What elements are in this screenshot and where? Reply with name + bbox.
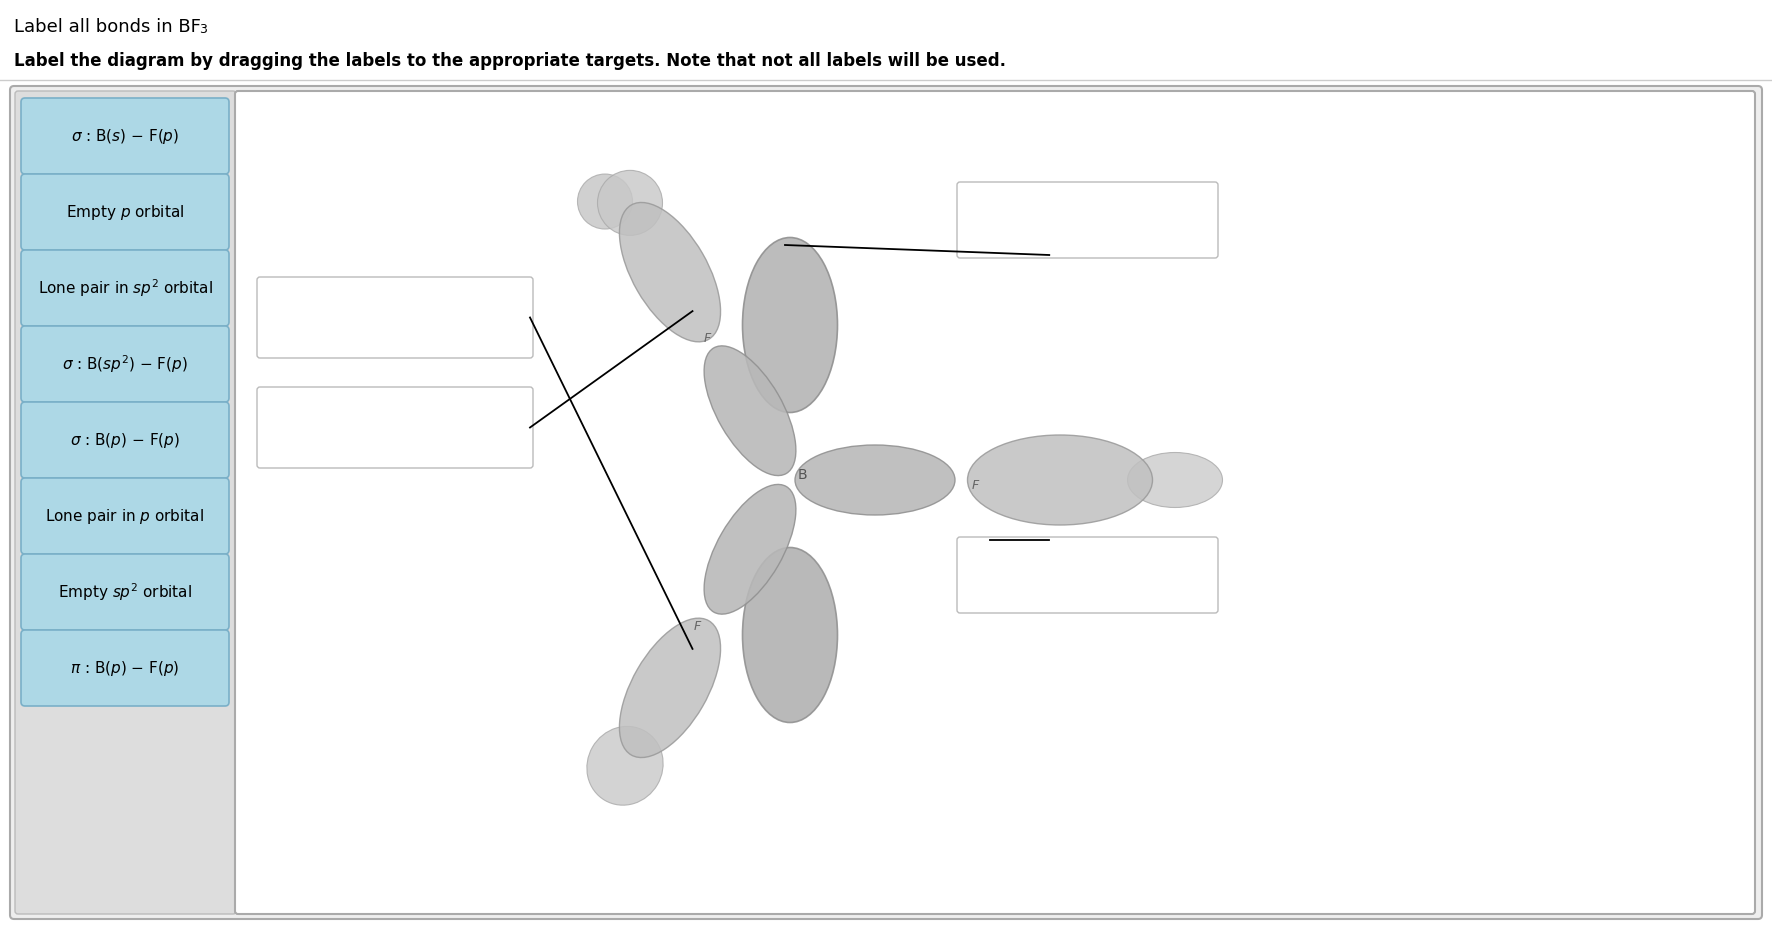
Ellipse shape xyxy=(796,445,955,515)
Text: F: F xyxy=(703,332,711,345)
Ellipse shape xyxy=(968,435,1152,525)
FancyBboxPatch shape xyxy=(11,86,1761,919)
FancyBboxPatch shape xyxy=(21,98,229,174)
FancyBboxPatch shape xyxy=(236,91,1754,914)
FancyBboxPatch shape xyxy=(257,387,533,468)
FancyBboxPatch shape xyxy=(21,630,229,706)
Ellipse shape xyxy=(620,203,721,342)
Ellipse shape xyxy=(742,237,838,413)
Text: $\sigma$ : B($p$) $-$ F($p$): $\sigma$ : B($p$) $-$ F($p$) xyxy=(71,431,181,449)
Ellipse shape xyxy=(620,618,721,758)
Text: Empty $p$ orbital: Empty $p$ orbital xyxy=(66,203,184,221)
Text: $\sigma$ : B($s$) $-$ F($p$): $\sigma$ : B($s$) $-$ F($p$) xyxy=(71,126,179,145)
Text: Lone pair in $p$ orbital: Lone pair in $p$ orbital xyxy=(46,507,204,525)
Ellipse shape xyxy=(587,726,663,805)
Text: Label the diagram by dragging the labels to the appropriate targets. Note that n: Label the diagram by dragging the labels… xyxy=(14,52,1006,70)
Text: F: F xyxy=(695,620,702,633)
FancyBboxPatch shape xyxy=(957,537,1217,613)
FancyBboxPatch shape xyxy=(21,326,229,402)
Ellipse shape xyxy=(597,170,663,235)
Text: F: F xyxy=(971,479,978,491)
FancyBboxPatch shape xyxy=(21,402,229,478)
FancyBboxPatch shape xyxy=(957,182,1217,258)
FancyBboxPatch shape xyxy=(21,478,229,554)
Text: $\pi$ : B($p$) $-$ F($p$): $\pi$ : B($p$) $-$ F($p$) xyxy=(71,658,179,677)
Ellipse shape xyxy=(578,174,633,229)
Text: $\sigma$ : B($sp^2$) $-$ F($p$): $\sigma$ : B($sp^2$) $-$ F($p$) xyxy=(62,353,188,375)
FancyBboxPatch shape xyxy=(21,250,229,326)
Text: Lone pair in $sp^2$ orbital: Lone pair in $sp^2$ orbital xyxy=(37,277,213,299)
Text: Label all bonds in BF: Label all bonds in BF xyxy=(14,18,200,36)
FancyBboxPatch shape xyxy=(257,277,533,358)
Text: 3: 3 xyxy=(198,23,207,36)
Text: B: B xyxy=(797,468,806,482)
Ellipse shape xyxy=(703,346,796,475)
Text: Empty $sp^2$ orbital: Empty $sp^2$ orbital xyxy=(58,581,191,603)
FancyBboxPatch shape xyxy=(14,91,236,914)
FancyBboxPatch shape xyxy=(21,174,229,250)
FancyBboxPatch shape xyxy=(21,554,229,630)
Ellipse shape xyxy=(1127,453,1223,508)
Ellipse shape xyxy=(742,548,838,723)
Ellipse shape xyxy=(703,485,796,614)
